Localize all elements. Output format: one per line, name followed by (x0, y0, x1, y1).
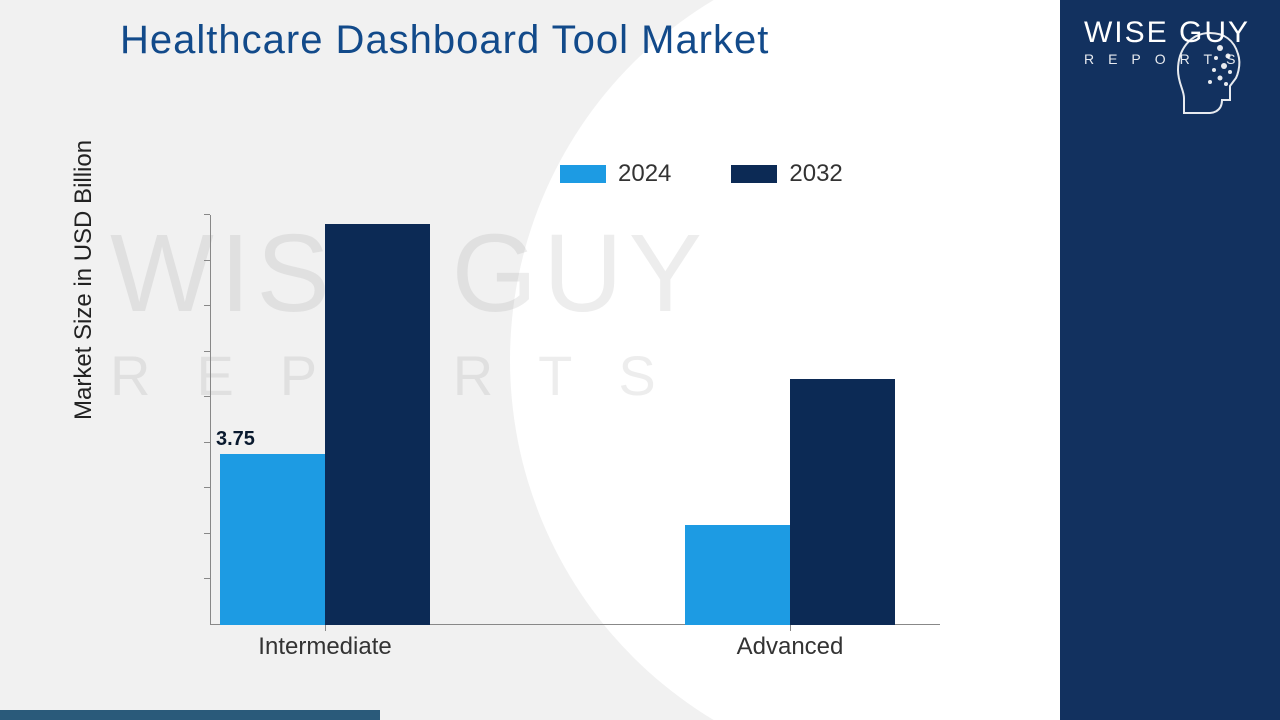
y-tick (204, 351, 210, 352)
legend-item: 2032 (731, 160, 842, 188)
legend: 2024 2032 (560, 160, 843, 188)
legend-label: 2032 (789, 160, 842, 188)
legend-swatch (731, 165, 777, 183)
bar (790, 379, 895, 625)
bar-group (220, 224, 430, 625)
bottom-accent-bar (0, 710, 380, 720)
x-category-label: Advanced (720, 633, 860, 661)
logo-line2: REPORTS (1084, 52, 1250, 66)
bar (325, 224, 430, 625)
x-category-label: Intermediate (255, 633, 395, 661)
y-tick (204, 396, 210, 397)
legend-label: 2024 (618, 160, 671, 188)
value-label: 3.75 (216, 428, 255, 451)
y-axis-line (210, 215, 211, 625)
y-tick (204, 214, 210, 215)
x-tick (790, 625, 791, 631)
y-tick (204, 487, 210, 488)
brand-logo: WISE GUY REPORTS (1084, 18, 1250, 66)
chart-title: Healthcare Dashboard Tool Market (120, 18, 769, 63)
bar-group (685, 379, 895, 625)
y-tick (204, 533, 210, 534)
bar (220, 454, 325, 625)
legend-swatch (560, 165, 606, 183)
y-tick (204, 260, 210, 261)
y-tick (204, 442, 210, 443)
x-tick (325, 625, 326, 631)
y-axis-label: Market Size in USD Billion (70, 140, 98, 420)
legend-item: 2024 (560, 160, 671, 188)
head-icon (1170, 28, 1250, 118)
bar (685, 525, 790, 625)
y-tick (204, 578, 210, 579)
plot-area: IntermediateAdvanced3.75 (210, 215, 940, 625)
canvas: WISE GUY REPORTS Healthcare Dashboard To… (0, 0, 1280, 720)
y-tick (204, 305, 210, 306)
